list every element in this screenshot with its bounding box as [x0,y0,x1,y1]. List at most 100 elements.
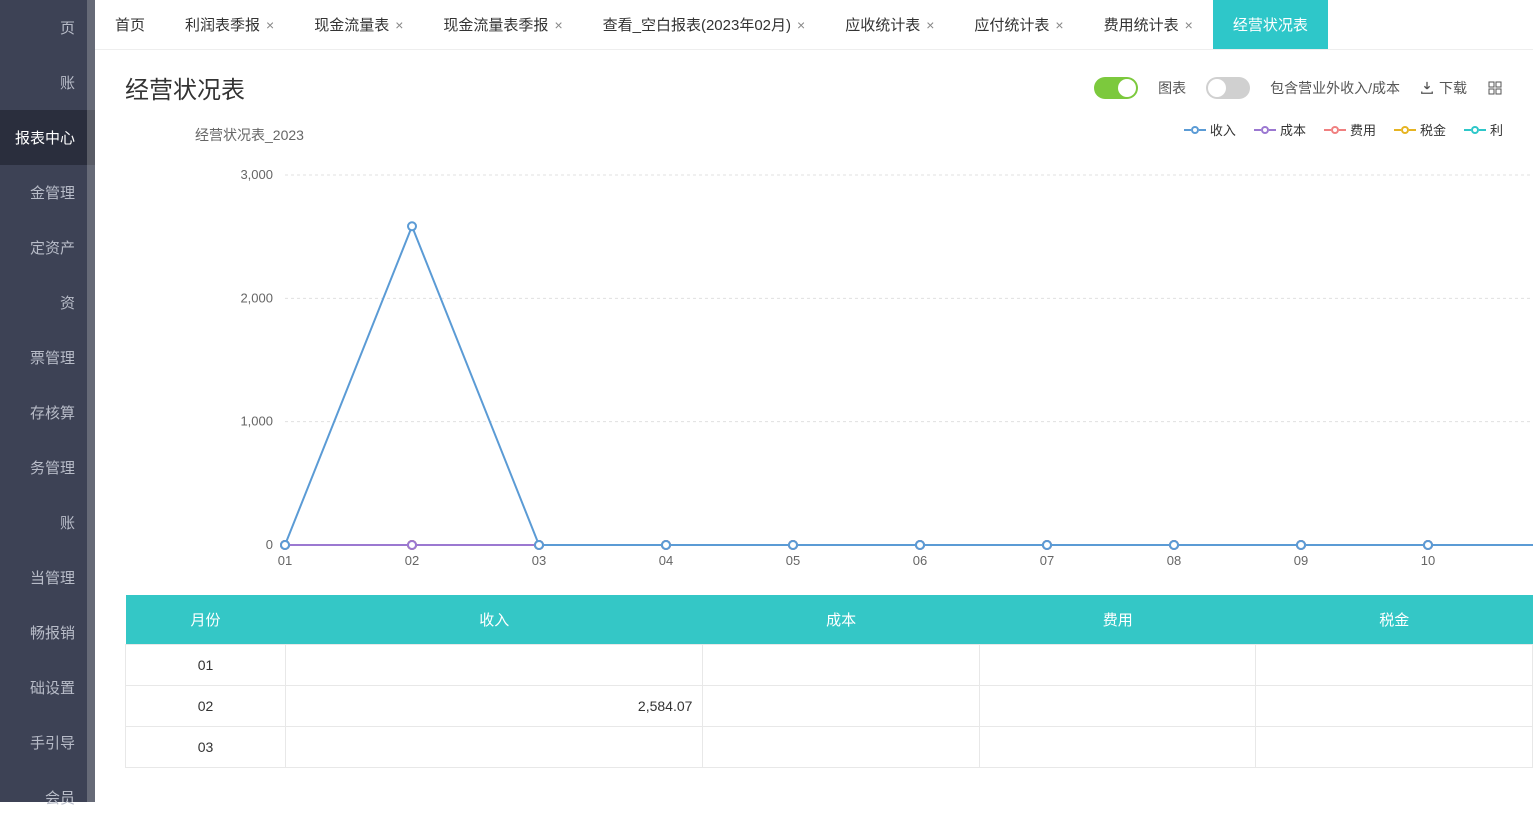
chart-legend: 收入 成本 费用 税金 利 [1184,120,1503,139]
legend-marker [1324,126,1346,134]
table-cell [979,727,1256,768]
legend-marker [1464,126,1486,134]
table-cell [286,727,703,768]
toggle-include-nonop[interactable] [1206,77,1250,99]
legend-label: 利 [1490,120,1503,139]
table-cell [286,645,703,686]
table-header: 税金 [1256,595,1533,645]
table-cell [703,727,980,768]
legend-label: 收入 [1210,120,1236,139]
sidebar-scrollbar[interactable] [87,0,95,802]
tab-label: 利润表季报 [185,14,260,35]
toggle-chart[interactable] [1094,77,1138,99]
table-cell [979,645,1256,686]
tab-2[interactable]: 现金流量表 × [294,0,423,49]
tab-label: 应付统计表 [974,14,1049,35]
close-icon[interactable]: × [395,17,403,33]
sidebar-item-13[interactable]: 手引导 [0,715,95,770]
table-cell [703,686,980,727]
sidebar-item-3[interactable]: 金管理 [0,165,95,220]
tab-label: 应收统计表 [845,14,920,35]
legend-marker [1254,126,1276,134]
svg-text:02: 02 [405,553,419,568]
svg-text:0: 0 [266,537,273,552]
table-header: 收入 [286,595,703,645]
toggle-chart-label: 图表 [1158,78,1186,98]
legend-item[interactable]: 利 [1464,120,1503,139]
table-cell [1256,645,1533,686]
svg-text:01: 01 [278,553,292,568]
tab-bar: 首页 利润表季报 × 现金流量表 × 现金流量表季报 × 查看_空白报表(2023年02月) ×… [95,0,1533,50]
legend-item[interactable]: 费用 [1324,120,1376,139]
svg-text:08: 08 [1167,553,1181,568]
close-icon[interactable]: × [797,17,805,33]
svg-text:04: 04 [659,553,673,568]
tab-label: 费用统计表 [1104,14,1179,35]
sidebar-item-8[interactable]: 务管理 [0,440,95,495]
tab-label: 首页 [115,14,145,35]
page-title: 经营状况表 [125,70,1074,105]
sidebar-item-10[interactable]: 当管理 [0,550,95,605]
close-icon[interactable]: × [266,17,274,33]
tab-6[interactable]: 应付统计表 × [954,0,1083,49]
svg-text:05: 05 [786,553,800,568]
table-cell: 2,584.07 [286,686,703,727]
table-cell [979,686,1256,727]
sidebar-item-9[interactable]: 账 [0,495,95,550]
tab-label: 现金流量表 [314,14,389,35]
tab-4[interactable]: 查看_空白报表(2023年02月) × [583,0,826,49]
download-label: 下载 [1439,78,1467,98]
sidebar-item-7[interactable]: 存核算 [0,385,95,440]
sidebar-item-12[interactable]: 础设置 [0,660,95,715]
legend-label: 税金 [1420,120,1446,139]
tab-label: 现金流量表季报 [443,14,548,35]
table-header: 月份 [126,595,286,645]
tab-7[interactable]: 费用统计表 × [1084,0,1213,49]
sidebar-item-5[interactable]: 资 [0,275,95,330]
table-row: 01 [126,645,1533,686]
sidebar-item-4[interactable]: 定资产 [0,220,95,275]
sidebar-item-6[interactable]: 票管理 [0,330,95,385]
download-icon [1420,81,1434,95]
data-table: 月份收入成本费用税金 01022,584.0703 [125,595,1533,768]
legend-item[interactable]: 成本 [1254,120,1306,139]
table-cell: 02 [126,686,286,727]
table-header: 成本 [703,595,980,645]
svg-text:2,000: 2,000 [240,290,273,305]
legend-label: 成本 [1280,120,1306,139]
table-cell [703,645,980,686]
tab-3[interactable]: 现金流量表季报 × [423,0,582,49]
toggle-include-nonop-label: 包含营业外收入/成本 [1270,78,1400,98]
download-button[interactable]: 下载 [1420,78,1467,98]
sidebar-item-11[interactable]: 畅报销 [0,605,95,660]
table-cell [1256,686,1533,727]
tab-1[interactable]: 利润表季报 × [165,0,294,49]
tab-label: 查看_空白报表(2023年02月) [603,14,791,35]
tab-8[interactable]: 经营状况表 [1213,0,1328,49]
more-icon[interactable] [1487,80,1503,96]
legend-label: 费用 [1350,120,1376,139]
svg-text:06: 06 [913,553,927,568]
sidebar-item-2[interactable]: 报表中心 [0,110,95,165]
table-header: 费用 [979,595,1256,645]
table-cell: 01 [126,645,286,686]
table-row: 03 [126,727,1533,768]
close-icon[interactable]: × [554,17,562,33]
tab-5[interactable]: 应收统计表 × [825,0,954,49]
close-icon[interactable]: × [926,17,934,33]
table-cell: 03 [126,727,286,768]
close-icon[interactable]: × [1055,17,1063,33]
legend-item[interactable]: 收入 [1184,120,1236,139]
svg-text:1,000: 1,000 [240,414,273,429]
sidebar-item-1[interactable]: 账 [0,55,95,110]
tab-0[interactable]: 首页 [95,0,165,49]
page-header: 经营状况表 图表 包含营业外收入/成本 下载 [95,50,1533,115]
sidebar-item-14[interactable]: 会员 [0,770,95,825]
tab-label: 经营状况表 [1233,14,1308,35]
svg-text:03: 03 [532,553,546,568]
table-cell [1256,727,1533,768]
legend-item[interactable]: 税金 [1394,120,1446,139]
sidebar-item-0[interactable]: 页 [0,0,95,55]
sidebar: 页账报表中心金管理定资产资票管理存核算务管理账当管理畅报销础设置手引导会员 [0,0,95,802]
close-icon[interactable]: × [1185,17,1193,33]
